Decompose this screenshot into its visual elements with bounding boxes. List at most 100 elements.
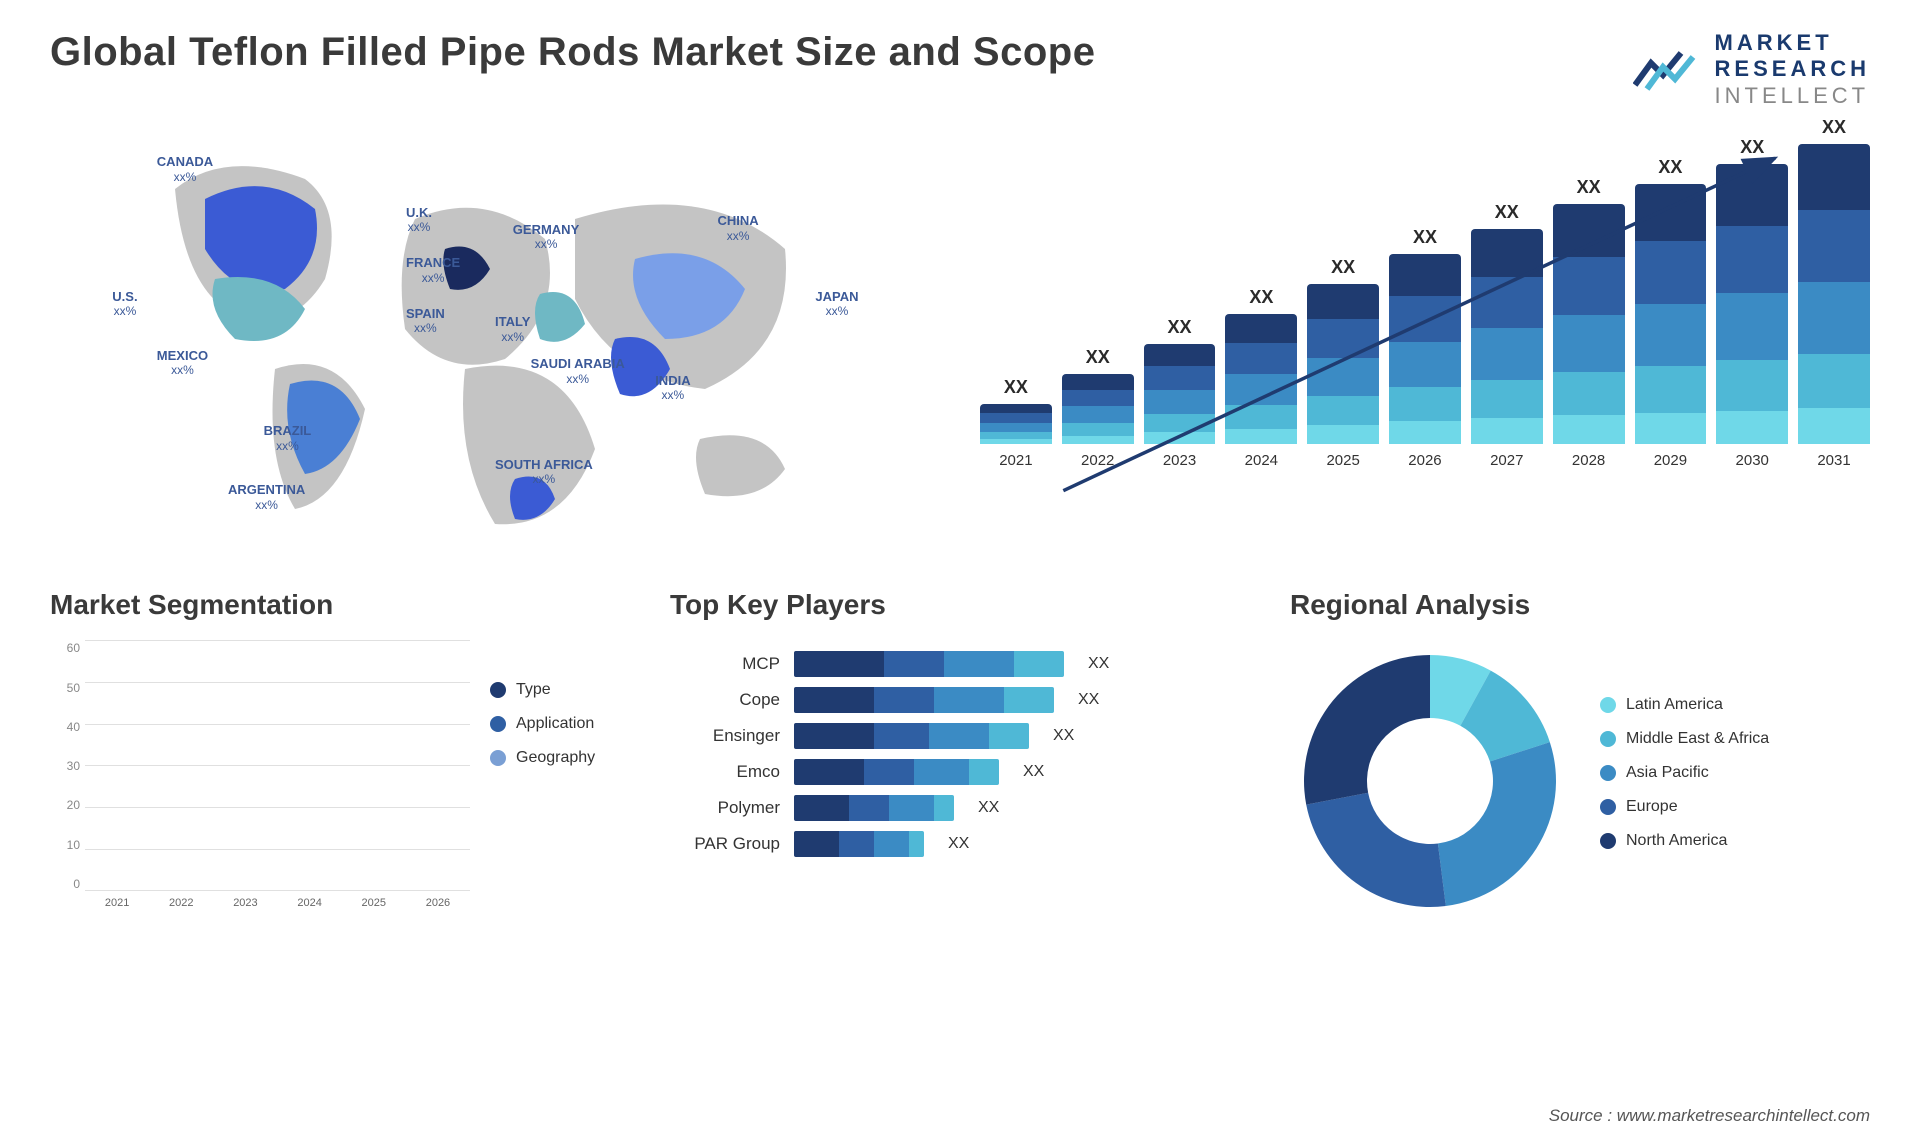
players-panel: Top Key Players MCPXXCopeXXEnsingerXXEmc… — [670, 589, 1250, 921]
forecast-column: XX 2030 — [1716, 137, 1788, 469]
forecast-column: XX 2021 — [980, 377, 1052, 469]
player-row: PAR Group XX — [670, 831, 1250, 857]
brand-logo: MARKET RESEARCH INTELLECT — [1633, 30, 1870, 109]
segmentation-title: Market Segmentation — [50, 589, 630, 621]
player-label: MCP — [670, 654, 780, 674]
forecast-value: XX — [1740, 137, 1764, 158]
regional-legend: Latin America Middle East & Africa Asia Pa… — [1600, 696, 1870, 866]
regional-title: Regional Analysis — [1290, 589, 1870, 621]
map-label: INDIAxx% — [655, 373, 690, 403]
legend-item: Latin America — [1600, 696, 1870, 714]
segmentation-year: 2023 — [213, 891, 277, 921]
forecast-year: 2025 — [1326, 452, 1359, 469]
logo-line2: RESEARCH — [1715, 56, 1870, 82]
donut-slice — [1304, 655, 1430, 805]
player-row: Ensinger XX — [670, 723, 1250, 749]
forecast-chart: XX 2021 XX 2022 XX 2023 XX 2024 XX 2025 XX 2026 XX 20… — [980, 129, 1870, 549]
player-value: XX — [1088, 655, 1109, 673]
source-attribution: Source : www.marketresearchintellect.com — [1549, 1106, 1870, 1126]
legend-item: Europe — [1600, 798, 1870, 816]
forecast-value: XX — [1577, 177, 1601, 198]
map-label: GERMANYxx% — [513, 222, 579, 252]
forecast-column: XX2031 — [1798, 117, 1870, 469]
player-row: Emco XX — [670, 759, 1250, 785]
forecast-column: XX 2027 — [1471, 202, 1543, 469]
map-label: ARGENTINAxx% — [228, 482, 305, 512]
player-value: XX — [978, 799, 999, 817]
forecast-year: 2030 — [1736, 452, 1769, 469]
forecast-value: XX — [1086, 347, 1110, 368]
forecast-column: XX 2023 — [1144, 317, 1216, 469]
segmentation-year: 2024 — [278, 891, 342, 921]
map-label: CANADAxx% — [157, 154, 213, 184]
page-title: Global Teflon Filled Pipe Rods Market Si… — [50, 30, 1095, 75]
legend-item: North America — [1600, 832, 1870, 850]
player-label: Polymer — [670, 798, 780, 818]
logo-line3: INTELLECT — [1715, 83, 1870, 109]
player-label: PAR Group — [670, 834, 780, 854]
player-label: Emco — [670, 762, 780, 782]
forecast-value: XX — [1822, 117, 1846, 138]
player-row: Cope XX — [670, 687, 1250, 713]
map-label: FRANCExx% — [406, 255, 460, 285]
map-label: JAPANxx% — [815, 289, 858, 319]
forecast-column: XX 2028 — [1553, 177, 1625, 469]
player-value: XX — [1053, 727, 1074, 745]
map-label: SPAINxx% — [406, 306, 445, 336]
segmentation-year: 2025 — [342, 891, 406, 921]
map-label: MEXICOxx% — [157, 348, 208, 378]
map-label: BRAZILxx% — [264, 423, 312, 453]
legend-item: Geography — [490, 749, 630, 767]
map-label: U.S.xx% — [112, 289, 137, 319]
forecast-year: 2027 — [1490, 452, 1523, 469]
segmentation-year: 2026 — [406, 891, 470, 921]
segmentation-legend: Type Application Geography — [490, 641, 630, 921]
players-title: Top Key Players — [670, 589, 1250, 621]
forecast-column: XX 2022 — [1062, 347, 1134, 469]
legend-item: Middle East & Africa — [1600, 730, 1870, 748]
forecast-value: XX — [1658, 157, 1682, 178]
map-label: ITALYxx% — [495, 314, 530, 344]
logo-icon — [1633, 45, 1703, 95]
world-map: CANADAxx% U.S.xx% MEXICOxx% U.K.xx% FRANCExx… — [50, 129, 940, 549]
player-value: XX — [1023, 763, 1044, 781]
donut-slice — [1306, 793, 1446, 907]
map-label: SAUDI ARABIAxx% — [531, 356, 625, 386]
player-value: XX — [948, 835, 969, 853]
map-label: U.K.xx% — [406, 205, 432, 235]
forecast-year: 2024 — [1245, 452, 1278, 469]
player-row: MCP XX — [670, 651, 1250, 677]
legend-item: Asia Pacific — [1600, 764, 1870, 782]
forecast-year: 2021 — [999, 452, 1032, 469]
forecast-column: XX 2024 — [1225, 287, 1297, 469]
forecast-year: 2029 — [1654, 452, 1687, 469]
donut-slice — [1438, 742, 1556, 906]
forecast-value: XX — [1004, 377, 1028, 398]
legend-item: Application — [490, 715, 630, 733]
forecast-value: XX — [1331, 257, 1355, 278]
forecast-column: XX 2026 — [1389, 227, 1461, 469]
forecast-column: XX 2029 — [1635, 157, 1707, 469]
player-label: Ensinger — [670, 726, 780, 746]
forecast-value: XX — [1168, 317, 1192, 338]
player-row: Polymer XX — [670, 795, 1250, 821]
player-value: XX — [1078, 691, 1099, 709]
forecast-value: XX — [1249, 287, 1273, 308]
segmentation-chart: 6050403020100 202120222023202420252026 — [50, 641, 470, 921]
forecast-year: 2028 — [1572, 452, 1605, 469]
segmentation-year: 2021 — [85, 891, 149, 921]
legend-item: Type — [490, 681, 630, 699]
map-label: CHINAxx% — [718, 213, 759, 243]
forecast-column: XX 2025 — [1307, 257, 1379, 469]
forecast-year: 2022 — [1081, 452, 1114, 469]
player-label: Cope — [670, 690, 780, 710]
forecast-year: 2023 — [1163, 452, 1196, 469]
players-chart: MCPXXCopeXXEnsingerXXEmcoXXPolymerXXPAR … — [670, 641, 1250, 857]
regional-donut — [1290, 641, 1570, 921]
segmentation-year: 2022 — [149, 891, 213, 921]
forecast-year: 2026 — [1408, 452, 1441, 469]
forecast-value: XX — [1495, 202, 1519, 223]
forecast-value: XX — [1413, 227, 1437, 248]
regional-panel: Regional Analysis Latin America Middle Ea… — [1290, 589, 1870, 921]
logo-line1: MARKET — [1715, 30, 1870, 56]
